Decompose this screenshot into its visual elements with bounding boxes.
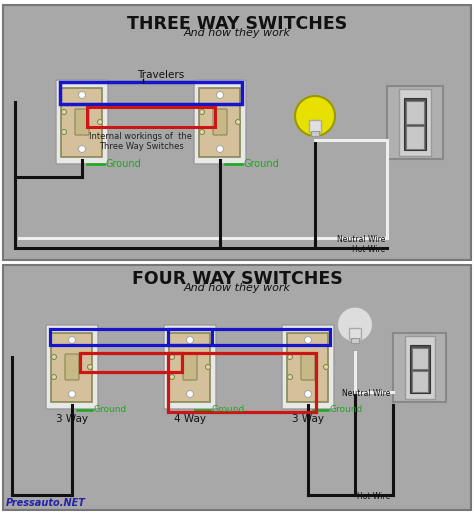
Circle shape (200, 129, 204, 134)
FancyBboxPatch shape (65, 354, 79, 380)
Circle shape (98, 119, 102, 125)
Text: Pressauto.NET: Pressauto.NET (6, 498, 86, 508)
FancyBboxPatch shape (412, 348, 428, 369)
Circle shape (206, 365, 210, 369)
Circle shape (337, 306, 373, 342)
Circle shape (217, 146, 224, 152)
Text: Ground: Ground (106, 159, 142, 169)
FancyBboxPatch shape (349, 328, 361, 339)
Text: Ground: Ground (212, 405, 245, 415)
FancyBboxPatch shape (311, 131, 319, 136)
FancyBboxPatch shape (213, 109, 227, 135)
Circle shape (69, 336, 75, 344)
FancyBboxPatch shape (282, 325, 334, 409)
FancyBboxPatch shape (288, 333, 328, 402)
FancyBboxPatch shape (400, 89, 430, 156)
FancyBboxPatch shape (183, 354, 197, 380)
Text: THREE WAY SWITCHES: THREE WAY SWITCHES (127, 15, 347, 33)
Text: Neutral Wire: Neutral Wire (342, 389, 390, 398)
Circle shape (217, 92, 224, 98)
Circle shape (69, 390, 75, 398)
Bar (3, 265, 471, 510)
Circle shape (186, 336, 193, 344)
Text: 3 Way: 3 Way (56, 414, 88, 424)
Circle shape (79, 146, 85, 152)
Circle shape (79, 92, 85, 98)
FancyBboxPatch shape (62, 88, 102, 157)
Text: Neutral Wire: Neutral Wire (337, 235, 385, 244)
Circle shape (170, 374, 174, 380)
FancyBboxPatch shape (200, 88, 240, 157)
FancyBboxPatch shape (194, 80, 246, 164)
FancyBboxPatch shape (412, 370, 428, 391)
FancyBboxPatch shape (393, 333, 447, 402)
Circle shape (52, 354, 56, 359)
FancyBboxPatch shape (406, 100, 424, 124)
Text: And how they work: And how they work (183, 283, 291, 293)
Circle shape (236, 119, 240, 125)
Circle shape (323, 365, 328, 369)
FancyBboxPatch shape (52, 333, 92, 402)
Bar (87, 107, 215, 127)
Text: 3 Way: 3 Way (292, 414, 324, 424)
FancyBboxPatch shape (387, 85, 443, 159)
Circle shape (52, 374, 56, 380)
Text: Ground: Ground (330, 405, 363, 415)
Bar (168, 329, 330, 345)
Text: FOUR WAY SWITCHES: FOUR WAY SWITCHES (132, 270, 342, 288)
Text: Internal workings of  the
Three Way Switches: Internal workings of the Three Way Switc… (90, 132, 192, 151)
Circle shape (288, 354, 292, 359)
FancyBboxPatch shape (164, 325, 216, 409)
Text: Ground: Ground (94, 405, 127, 415)
FancyBboxPatch shape (56, 80, 108, 164)
Bar (50, 329, 212, 345)
Text: And how they work: And how they work (183, 28, 291, 38)
Text: Travelers: Travelers (137, 70, 185, 80)
Text: Hot Wire: Hot Wire (357, 492, 390, 501)
Text: Ground: Ground (244, 159, 280, 169)
Bar (60, 82, 242, 104)
Circle shape (304, 336, 311, 344)
FancyBboxPatch shape (170, 333, 210, 402)
Circle shape (170, 354, 174, 359)
FancyBboxPatch shape (405, 335, 435, 399)
FancyBboxPatch shape (410, 345, 430, 393)
FancyBboxPatch shape (309, 120, 321, 132)
Circle shape (186, 390, 193, 398)
FancyBboxPatch shape (301, 354, 315, 380)
Circle shape (62, 110, 66, 114)
FancyBboxPatch shape (404, 98, 426, 150)
Circle shape (62, 129, 66, 134)
Text: Hot Wire: Hot Wire (352, 245, 385, 254)
FancyBboxPatch shape (351, 338, 359, 342)
Bar (3, 5, 471, 260)
Circle shape (88, 365, 92, 369)
Bar (80, 353, 182, 372)
FancyBboxPatch shape (406, 126, 424, 148)
FancyBboxPatch shape (46, 325, 98, 409)
Circle shape (295, 96, 335, 136)
Circle shape (200, 110, 204, 114)
Text: 4 Way: 4 Way (174, 414, 206, 424)
Circle shape (288, 374, 292, 380)
FancyBboxPatch shape (75, 109, 89, 135)
Bar (168, 353, 316, 412)
Circle shape (304, 390, 311, 398)
